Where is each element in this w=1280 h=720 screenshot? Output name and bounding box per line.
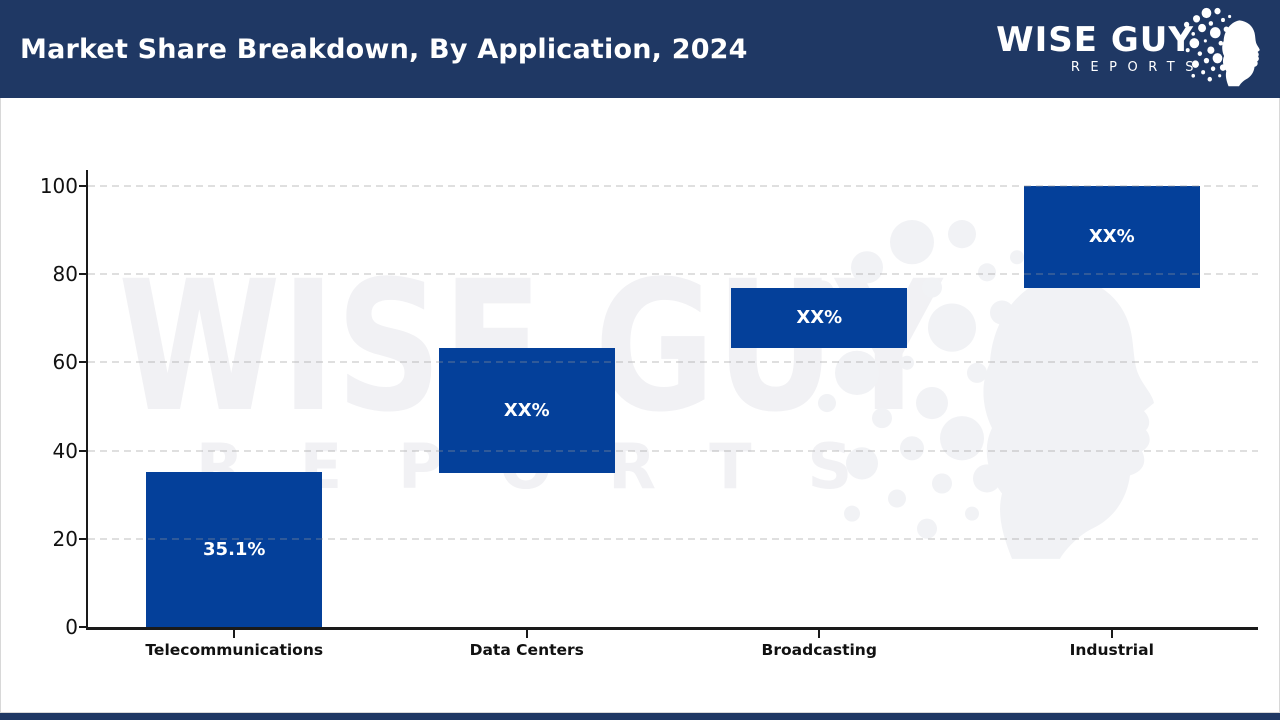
y-tick [79, 361, 87, 364]
bar-data-centers: XX% [438, 347, 615, 473]
brand-logo: WISE GUY REPORTS [996, 0, 1266, 98]
y-tick-label: 0 [65, 615, 78, 639]
y-tick [79, 185, 87, 187]
footer-bar [0, 713, 1280, 720]
bar-value-label: XX% [796, 307, 843, 329]
x-category-label: Industrial [1069, 641, 1154, 659]
brand-subname: REPORTS [1070, 60, 1204, 75]
gridline-20 [88, 537, 1258, 540]
x-tick [818, 630, 821, 638]
x-category-label: Broadcasting [761, 641, 877, 659]
brand-logo-text: WISE GUY REPORTS [996, 23, 1194, 75]
x-tick [525, 630, 528, 638]
bar-value-label: XX% [503, 399, 550, 421]
x-axis-line [86, 627, 1258, 630]
y-tick [79, 273, 87, 276]
header-bar: Market Share Breakdown, By Application, … [0, 0, 1280, 98]
bar-broadcasting: XX% [731, 287, 908, 348]
y-tick [79, 537, 87, 540]
x-category-label: Telecommunications [145, 641, 324, 659]
y-axis-line [86, 170, 88, 630]
y-tick-label: 20 [52, 526, 78, 551]
bar-value-label: XX% [1088, 226, 1135, 248]
x-category-label: Data Centers [469, 641, 584, 659]
bar-value-label: 35.1% [203, 539, 266, 561]
gridline-80 [88, 273, 1258, 276]
x-tick [1110, 630, 1113, 638]
gridline-40 [88, 449, 1258, 452]
y-tick-label: 40 [52, 438, 78, 463]
y-tick-label: 60 [52, 350, 78, 375]
y-tick-label: 100 [39, 174, 78, 198]
page-title: Market Share Breakdown, By Application, … [20, 33, 748, 65]
x-tick [233, 630, 236, 638]
y-tick [79, 449, 87, 452]
y-tick [79, 626, 87, 628]
gridline-100 [88, 185, 1258, 187]
gridline-60 [88, 361, 1258, 364]
y-tick-label: 80 [52, 262, 78, 287]
bar-telecommunications: 35.1% [146, 472, 323, 627]
brand-name: WISE GUY [996, 20, 1194, 60]
